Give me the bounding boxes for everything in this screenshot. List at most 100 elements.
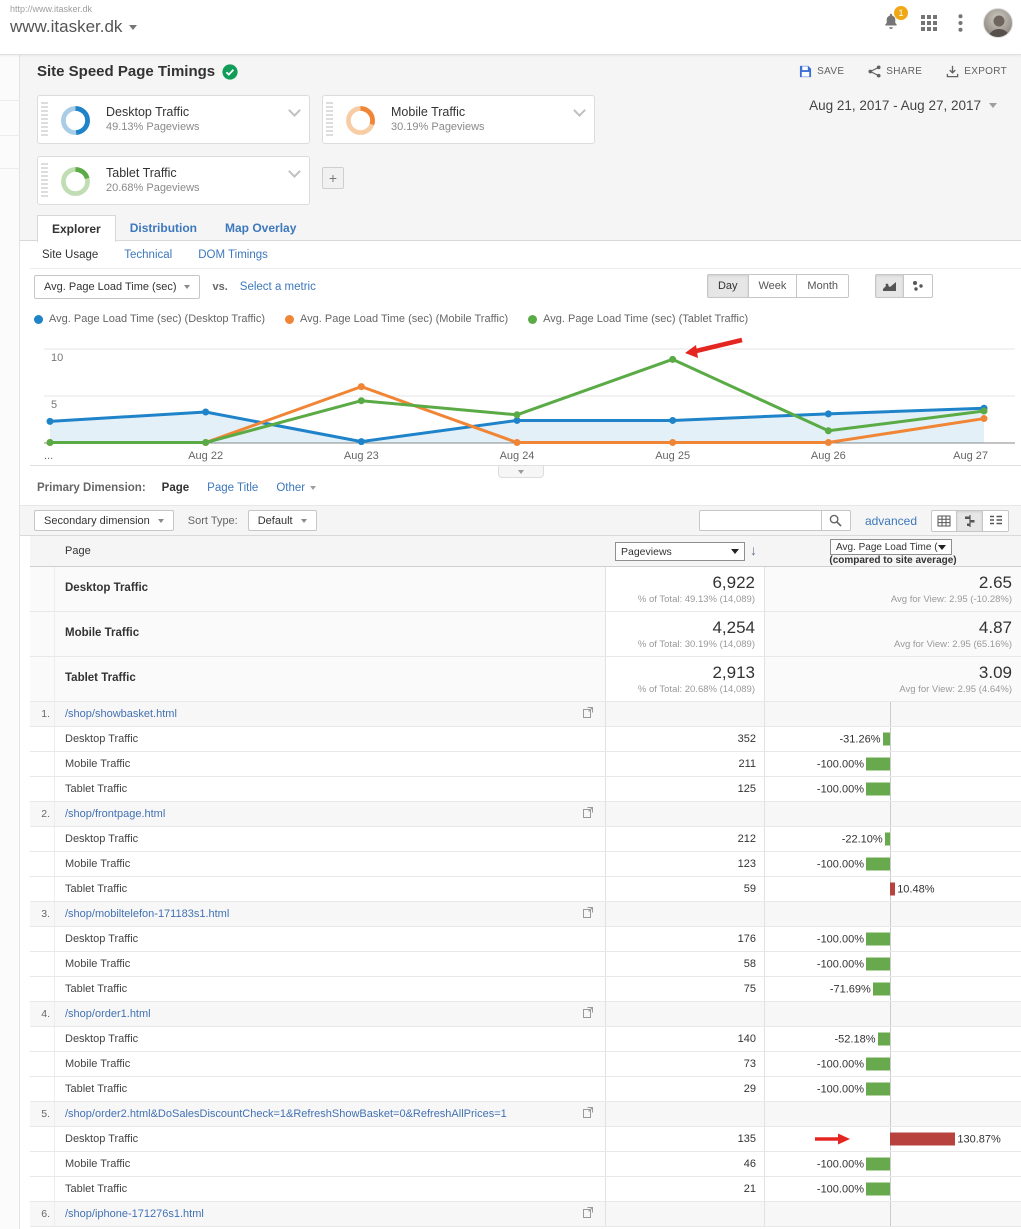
user-avatar[interactable] xyxy=(983,8,1013,38)
chevron-down-icon[interactable] xyxy=(288,165,301,178)
primary-dimension-other[interactable]: Other xyxy=(276,482,317,494)
metric-select[interactable]: Avg. Page Load Time (sec) xyxy=(34,275,201,299)
granularity-day[interactable]: Day xyxy=(706,274,749,298)
subtab-technical[interactable]: Technical xyxy=(124,249,173,261)
open-in-new-icon[interactable] xyxy=(583,707,593,718)
segment-detail-row[interactable]: Desktop Traffic 212 -22.10% xyxy=(30,827,1021,852)
row-number: 4. xyxy=(30,1002,55,1026)
comparison-view-button[interactable] xyxy=(957,509,983,532)
segment-detail-row[interactable]: Tablet Traffic 59 10.48% xyxy=(30,877,1021,902)
page-group-row[interactable]: 2. /shop/frontpage.html xyxy=(30,802,1021,827)
delta-value: -100.00% xyxy=(816,1183,864,1195)
segment-detail-row[interactable]: Desktop Traffic 135 130.87% xyxy=(30,1127,1021,1152)
page-url-link[interactable]: /shop/showbasket.html xyxy=(65,708,177,720)
page-url-link[interactable]: /shop/frontpage.html xyxy=(65,808,166,820)
page-group-row[interactable]: 1. /shop/showbasket.html xyxy=(30,702,1021,727)
column-header-page[interactable]: Page xyxy=(65,545,91,557)
scatter-view-button[interactable] xyxy=(904,274,933,298)
delta-bar-negative xyxy=(872,982,890,996)
segment-detail-row[interactable]: Tablet Traffic 29 -100.00% xyxy=(30,1077,1021,1102)
subtab-dom-timings[interactable]: DOM Timings xyxy=(198,249,268,261)
segment-detail-row[interactable]: Tablet Traffic 21 -100.00% xyxy=(30,1177,1021,1202)
segment-detail-row[interactable]: Mobile Traffic 73 -100.00% xyxy=(30,1052,1021,1077)
drag-handle[interactable] xyxy=(326,102,333,137)
open-in-new-icon[interactable] xyxy=(583,907,593,918)
summary-row[interactable]: Tablet Traffic 2,913 % of Total: 20.68% … xyxy=(30,657,1021,702)
advanced-filter-link[interactable]: advanced xyxy=(864,513,917,528)
notifications-button[interactable]: 1 xyxy=(882,5,908,35)
sort-descending-icon[interactable]: ↓ xyxy=(750,542,757,558)
primary-dimension-page[interactable]: Page xyxy=(161,482,190,494)
summary-row[interactable]: Mobile Traffic 4,254 % of Total: 30.19% … xyxy=(30,612,1021,657)
row-number-cell xyxy=(30,1052,55,1076)
page-url-link[interactable]: /shop/order1.html xyxy=(65,1008,151,1020)
chevron-down-icon[interactable] xyxy=(573,104,586,117)
more-menu-icon[interactable] xyxy=(958,14,963,32)
apps-grid-icon[interactable] xyxy=(920,14,938,32)
segment-card-desktop[interactable]: Desktop Traffic 49.13% Pageviews xyxy=(37,95,310,144)
segment-detail-row[interactable]: Mobile Traffic 46 -100.00% xyxy=(30,1152,1021,1177)
date-range-selector[interactable]: Aug 21, 2017 - Aug 27, 2017 xyxy=(809,98,997,113)
open-in-new-icon[interactable] xyxy=(583,1107,593,1118)
segment-detail-row[interactable]: Mobile Traffic 58 -100.00% xyxy=(30,952,1021,977)
segment-card-tablet[interactable]: Tablet Traffic 20.68% Pageviews xyxy=(37,156,310,205)
share-label: SHARE xyxy=(886,66,923,77)
chevron-down-icon[interactable] xyxy=(288,104,301,117)
timeseries-chart[interactable]: 5 10... Aug 22 Aug 23 Aug 24 Aug 25 Aug 26 Aug … xyxy=(30,333,1021,465)
page-group-row[interactable]: 5. /shop/order2.html&DoSalesDiscountChec… xyxy=(30,1102,1021,1127)
secondary-dimension-select[interactable]: Secondary dimension xyxy=(34,510,174,531)
pageviews-value: 73 xyxy=(743,1058,756,1070)
segment-detail-row[interactable]: Desktop Traffic 352 -31.26% xyxy=(30,727,1021,752)
open-in-new-icon[interactable] xyxy=(583,1207,593,1218)
segment-detail-row[interactable]: Tablet Traffic 125 -100.00% xyxy=(30,777,1021,802)
pivot-view-button[interactable] xyxy=(983,509,1009,532)
page-url-link[interactable]: /shop/order2.html&DoSalesDiscountCheck=1… xyxy=(65,1108,507,1120)
tab-map-overlay[interactable]: Map Overlay xyxy=(225,221,297,235)
drag-handle[interactable] xyxy=(41,163,48,198)
collapse-chart-button[interactable] xyxy=(498,466,544,478)
page-group-row[interactable]: 3. /shop/mobiltelefon-171183s1.html xyxy=(30,902,1021,927)
add-segment-button[interactable]: + xyxy=(322,167,344,189)
row-number-cell xyxy=(30,927,55,951)
summary-row[interactable]: Desktop Traffic 6,922 % of Total: 49.13%… xyxy=(30,567,1021,612)
segment-card-mobile[interactable]: Mobile Traffic 30.19% Pageviews xyxy=(322,95,595,144)
segment-detail-row[interactable]: Mobile Traffic 123 -100.00% xyxy=(30,852,1021,877)
page-group-row[interactable]: 6. /shop/iphone-171276s1.html xyxy=(30,1202,1021,1227)
segment-detail-row[interactable]: Mobile Traffic 211 -100.00% xyxy=(30,752,1021,777)
segment-detail-row[interactable]: Desktop Traffic 140 -52.18% xyxy=(30,1027,1021,1052)
pageviews-note: % of Total: 49.13% (14,089) xyxy=(637,594,755,605)
pageviews-cell: 6,922 % of Total: 49.13% (14,089) xyxy=(605,567,765,611)
page-url-link[interactable]: /shop/mobiltelefon-171183s1.html xyxy=(65,908,230,920)
pageviews-value: 352 xyxy=(737,733,756,745)
metric-column-select[interactable]: Avg. Page Load Time (sec) xyxy=(830,539,952,555)
line-chart-view-button[interactable] xyxy=(875,274,904,298)
segment-label: Tablet Traffic xyxy=(65,983,128,995)
granularity-buttons: Day Week Month xyxy=(706,274,849,298)
save-button[interactable]: SAVE xyxy=(799,65,844,78)
delta-value: -100.00% xyxy=(816,1158,864,1170)
table-search-input[interactable] xyxy=(698,510,821,531)
tab-explorer[interactable]: Explorer xyxy=(37,215,116,242)
granularity-month[interactable]: Month xyxy=(797,274,849,298)
subtab-site-usage[interactable]: Site Usage xyxy=(42,249,99,261)
primary-dimension-page-title[interactable]: Page Title xyxy=(207,482,259,494)
share-button[interactable]: SHARE xyxy=(868,65,922,78)
page-url-link[interactable]: /shop/iphone-171276s1.html xyxy=(65,1208,204,1220)
search-button[interactable] xyxy=(820,510,851,531)
segment-detail-row[interactable]: Desktop Traffic 176 -100.00% xyxy=(30,927,1021,952)
drag-handle[interactable] xyxy=(41,102,48,137)
page-group-row[interactable]: 4. /shop/order1.html xyxy=(30,1002,1021,1027)
sort-type-select[interactable]: Default xyxy=(247,510,317,531)
segment-detail-row[interactable]: Tablet Traffic 75 -71.69% xyxy=(30,977,1021,1002)
open-in-new-icon[interactable] xyxy=(583,807,593,818)
data-view-button[interactable] xyxy=(931,509,957,532)
collapsed-sidebar[interactable] xyxy=(0,55,20,1229)
tab-distribution[interactable]: Distribution xyxy=(129,221,198,235)
granularity-week[interactable]: Week xyxy=(748,274,798,298)
pageviews-value: 123 xyxy=(737,858,756,870)
open-in-new-icon[interactable] xyxy=(583,1007,593,1018)
export-button[interactable]: EXPORT xyxy=(946,65,1007,78)
account-selector[interactable]: www.itasker.dk xyxy=(10,17,138,37)
select-metric-link[interactable]: Select a metric xyxy=(239,281,316,293)
pageviews-column-select[interactable]: Pageviews xyxy=(615,542,745,561)
